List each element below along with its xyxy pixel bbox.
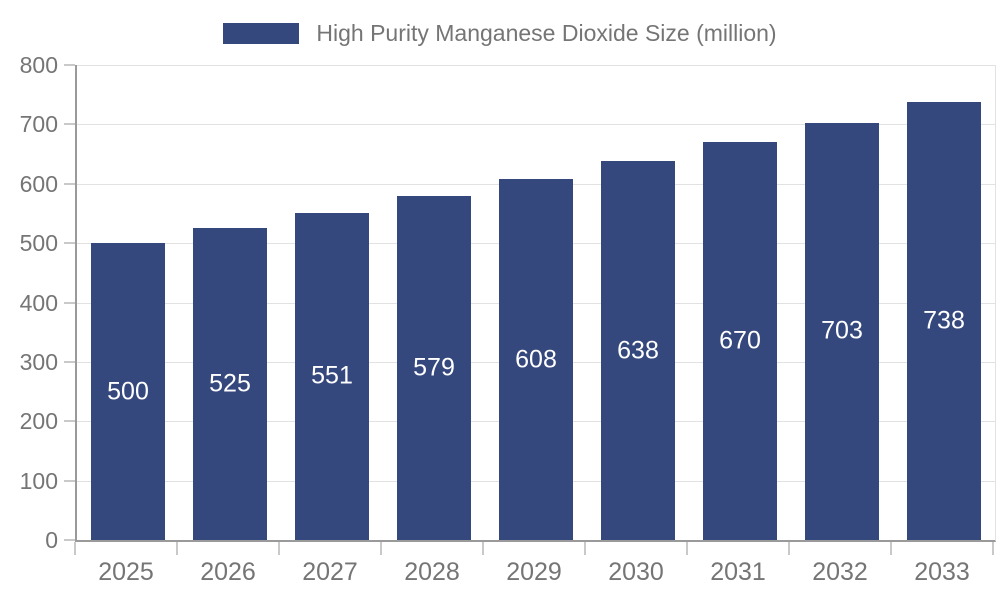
x-axis-tick: [788, 542, 790, 555]
y-tick-label-200: 200: [19, 408, 58, 435]
legend[interactable]: High Purity Manganese Dioxide Size (mill…: [0, 20, 1000, 47]
x-tick-label-2031: 2031: [710, 558, 766, 586]
x-axis-tick: [890, 542, 892, 555]
y-tick-label-500: 500: [19, 230, 58, 257]
y-axis-tick: [64, 360, 75, 363]
gridline-y-800: [77, 65, 995, 66]
bar-2025[interactable]: 500: [91, 243, 165, 540]
bar-value-label-2029: 608: [515, 345, 557, 373]
bar-value-label-2028: 579: [413, 353, 455, 382]
y-axis-tick: [64, 479, 75, 482]
bar-value-label-2027: 551: [311, 361, 353, 390]
y-axis-tick: [64, 64, 75, 66]
x-axis-tick: [176, 542, 178, 555]
x-tick-label-2027: 2027: [302, 558, 358, 586]
x-axis-tick: [686, 542, 688, 555]
bar-value-label-2026: 525: [209, 369, 251, 398]
x-tick-label-2026: 2026: [200, 558, 256, 586]
bar-2027[interactable]: 551: [295, 212, 369, 540]
x-axis-tick: [74, 542, 76, 555]
y-axis-tick: [64, 123, 75, 126]
plot-area: 500 525 551 579 608 638 670 703 738: [75, 65, 996, 542]
y-axis-tick: [64, 301, 75, 304]
x-tick-label-2028: 2028: [404, 558, 460, 586]
x-axis-tick: [992, 542, 994, 555]
legend-label: High Purity Manganese Dioxide Size (mill…: [316, 20, 777, 46]
x-tick-label-2030: 2030: [608, 558, 664, 586]
x-tick-label-2025: 2025: [98, 558, 154, 586]
y-tick-label-400: 400: [19, 289, 58, 316]
bar-value-label-2031: 670: [719, 326, 761, 355]
x-tick-label-2033: 2033: [914, 558, 970, 586]
bar-2033[interactable]: 738: [907, 101, 981, 540]
bar-value-label-2030: 638: [617, 336, 659, 365]
bar-2029[interactable]: 608: [499, 179, 573, 540]
y-tick-label-700: 700: [19, 111, 58, 138]
y-axis-tick: [64, 420, 75, 423]
bar-2031[interactable]: 670: [703, 142, 777, 540]
y-tick-label-100: 100: [19, 467, 58, 494]
y-tick-label-800: 800: [19, 52, 58, 78]
bar-2026[interactable]: 525: [193, 228, 267, 540]
legend-swatch-icon[interactable]: [223, 23, 300, 44]
y-axis-tick: [64, 182, 75, 185]
x-axis-tick: [380, 542, 382, 555]
bar-value-label-2032: 703: [821, 316, 863, 345]
y-tick-label-600: 600: [19, 170, 58, 197]
x-axis-tick: [278, 542, 280, 555]
y-tick-label-300: 300: [19, 348, 58, 375]
bar-2028[interactable]: 579: [397, 196, 471, 540]
x-tick-label-2032: 2032: [812, 558, 868, 586]
x-axis-tick: [482, 542, 484, 555]
bar-value-label-2033: 738: [923, 306, 965, 335]
bar-2032[interactable]: 703: [805, 122, 879, 540]
y-axis-tick: [64, 539, 75, 541]
bar-2030[interactable]: 638: [601, 161, 675, 540]
y-axis-tick: [64, 242, 75, 245]
bar-value-label-2025: 500: [107, 377, 149, 406]
y-tick-label-0: 0: [45, 527, 58, 553]
x-axis-tick: [584, 542, 586, 555]
x-tick-label-2029: 2029: [506, 558, 562, 586]
gridline-y-700: [77, 124, 995, 126]
